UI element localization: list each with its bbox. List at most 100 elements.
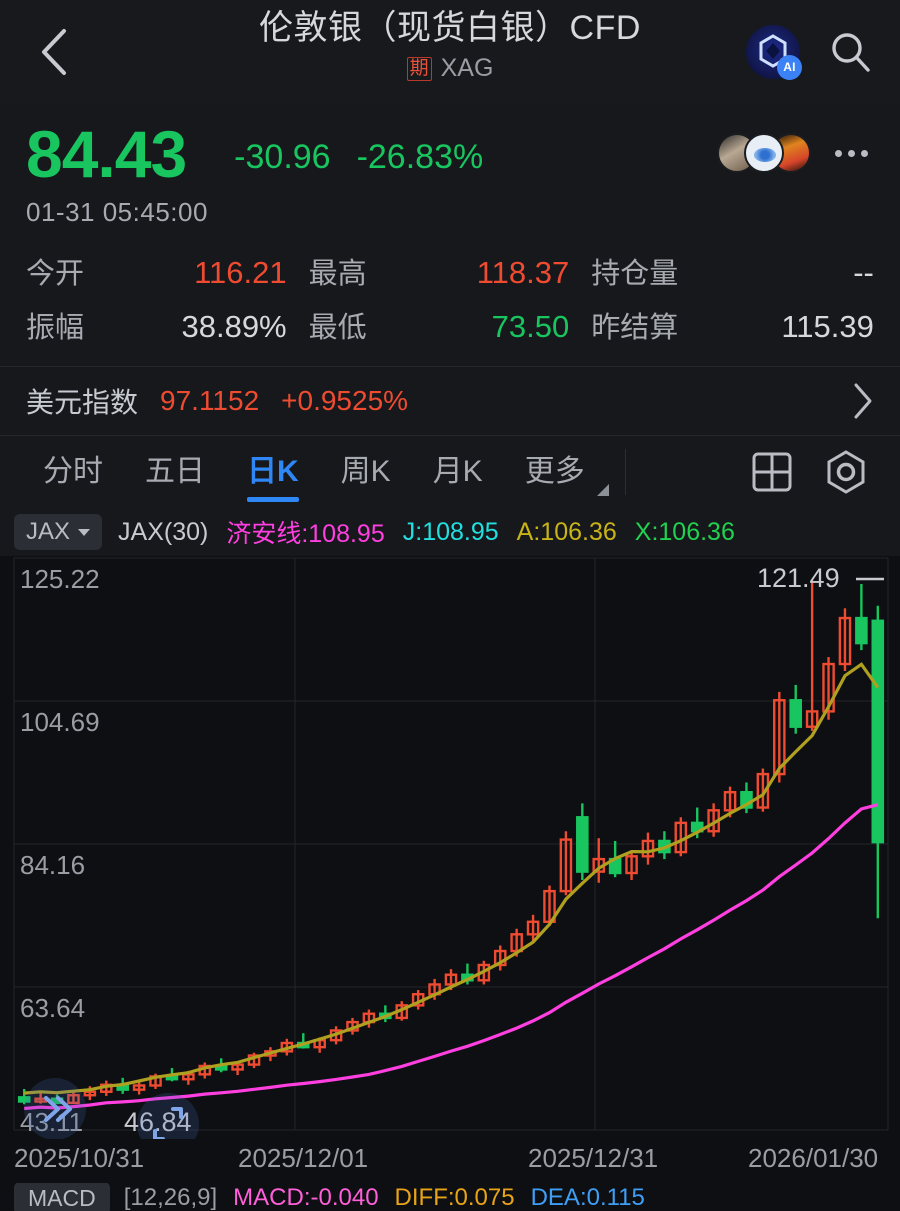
candle-body [871, 619, 885, 844]
settings-hexagon-icon[interactable] [824, 449, 868, 495]
tab-more[interactable]: 更多 [504, 436, 615, 508]
candle-body [165, 1075, 179, 1081]
dollar-index-row[interactable]: 美元指数 97.1152 +0.9525% [0, 367, 900, 435]
avatar [744, 133, 784, 173]
stat-value: 116.21 [194, 255, 287, 290]
chevron-right-icon [854, 383, 872, 419]
candle-body [625, 855, 638, 875]
macd-dea: DEA:0.115 [530, 1184, 645, 1211]
period-tab-bar: 分时 五日 日K 周K 月K 更多 [0, 436, 900, 508]
tab-intraday[interactable]: 分时 [43, 455, 103, 488]
indicator-legend-bar: JAX JAX(30) 济安线:108.95 J:108.95 A:106.36… [0, 508, 900, 556]
candle-body [756, 772, 770, 809]
expand-chart-button[interactable] [24, 1078, 86, 1140]
macd-value: MACD:-0.040 [233, 1184, 379, 1211]
indicator-a: A:106.36 [516, 517, 617, 546]
indicator-jiean: 济安线:108.95 [226, 520, 385, 548]
candle-body [576, 816, 589, 873]
x-tick-label: 2025/10/31 [14, 1143, 145, 1173]
candle-body [789, 699, 803, 728]
ellipsis-icon [861, 149, 868, 157]
price-chart[interactable]: 125.22 104.69 84.16 63.64 43.11 121.49 4… [0, 556, 900, 1155]
ellipsis-icon [848, 149, 855, 157]
stat-amplitude: 振幅 38.89% [26, 304, 309, 346]
x-axis-labels: 2025/10/31 2025/12/01 2025/12/31 2026/01… [0, 1139, 900, 1183]
candle-body [182, 1073, 195, 1081]
macd-values: [12,26,9] MACD:-0.040 DIFF:0.075 DEA:0.1… [124, 1184, 645, 1211]
tab-five-day[interactable]: 五日 [145, 455, 205, 488]
grid-layout-icon[interactable] [750, 450, 794, 494]
indicator-title: JAX(30) [118, 517, 209, 546]
avatar-group[interactable] [717, 133, 811, 173]
navigation-bar: 伦敦银（现货白银）CFD 期 XAG AI [0, 0, 900, 103]
price-row: 84.43 -30.96 -26.83% [26, 117, 874, 191]
page-title: 伦敦银（现货白银）CFD [259, 9, 641, 47]
ellipsis-icon [835, 149, 842, 157]
price-change: -30.96 [234, 138, 331, 176]
dollar-index-value: 97.1152 [160, 385, 260, 416]
y-tick-label: 84.16 [20, 850, 85, 880]
candle-body [83, 1090, 97, 1097]
back-button[interactable] [26, 24, 82, 80]
tab-weekly-k[interactable]: 周K [340, 455, 391, 488]
stat-label: 最低 [308, 312, 367, 344]
ai-assistant-button[interactable]: AI [746, 24, 802, 80]
stat-value: 73.50 [491, 309, 570, 344]
stat-label: 昨结算 [591, 312, 679, 344]
indicator-x: X:106.36 [634, 517, 735, 546]
tab-monthly-k[interactable]: 月K [432, 455, 483, 488]
candle-body [838, 616, 852, 666]
nav-actions: AI [746, 24, 874, 80]
ma-line-jax [24, 662, 880, 1095]
stat-low: 最低 73.50 [309, 304, 592, 346]
indicator-selector-label: JAX [26, 518, 71, 545]
stat-open: 今开 116.21 [26, 250, 309, 292]
stat-open-interest: 持仓量 -- [591, 250, 874, 292]
y-tick-label: 63.64 [20, 993, 85, 1023]
stats-row: 今开 116.21 最高 118.37 持仓量 -- [26, 244, 874, 298]
candle-body [231, 1063, 244, 1071]
double-chevron-right-icon [44, 1096, 72, 1122]
candle-body [559, 838, 573, 893]
candle-body [805, 710, 819, 728]
divider [0, 435, 900, 436]
chevron-left-icon [42, 28, 66, 75]
ai-chip-label: AI [777, 54, 802, 80]
search-icon[interactable] [828, 29, 874, 75]
chart-tool-icons [750, 449, 878, 495]
stat-label: 最高 [308, 258, 367, 290]
indicator-values: JAX(30) 济安线:108.95 J:108.95 A:106.36 X:1… [118, 514, 735, 550]
candle-body [67, 1094, 80, 1105]
stat-value: 115.39 [781, 309, 874, 344]
more-options-button[interactable] [829, 144, 874, 163]
dollar-index-label: 美元指数 [26, 387, 139, 418]
stat-value: -- [853, 255, 874, 290]
macd-selector-button[interactable]: MACD [14, 1183, 110, 1211]
quote-actions [717, 133, 874, 191]
candle-body [641, 839, 655, 858]
y-axis-labels: 125.22 104.69 84.16 63.64 43.11 [20, 564, 100, 1137]
high-price-marker: 121.49 [757, 563, 840, 593]
stat-value: 118.37 [476, 255, 570, 290]
nav-subtitle: 期 XAG [406, 54, 493, 83]
chevron-down-icon [78, 528, 91, 536]
indicator-j: J:108.95 [402, 517, 499, 546]
candle-body [773, 699, 786, 776]
x-tick-label: 2026/01/30 [748, 1143, 879, 1173]
candle-body [723, 791, 737, 812]
chart-gridlines [13, 557, 889, 1131]
x-tick-label: 2025/12/01 [238, 1143, 369, 1173]
candle-body [17, 1096, 31, 1103]
instrument-type-badge: 期 [406, 56, 432, 81]
extreme-markers: 121.49 46.84 [124, 563, 884, 1137]
last-price: 84.43 [26, 117, 187, 191]
tab-daily-k[interactable]: 日K [226, 436, 320, 508]
quote-header: 84.43 -30.96 -26.83% 01-31 05:45:00 [0, 103, 900, 236]
macd-panel-header: MACD [12,26,9] MACD:-0.040 DIFF:0.075 DE… [0, 1183, 900, 1211]
ai-assistant-icon [759, 33, 787, 68]
macd-diff: DIFF:0.075 [394, 1184, 515, 1211]
y-tick-label: 125.22 [20, 564, 100, 594]
indicator-selector-button[interactable]: JAX [14, 514, 103, 550]
candle-body [526, 920, 540, 936]
stat-value: 38.89% [181, 309, 287, 344]
